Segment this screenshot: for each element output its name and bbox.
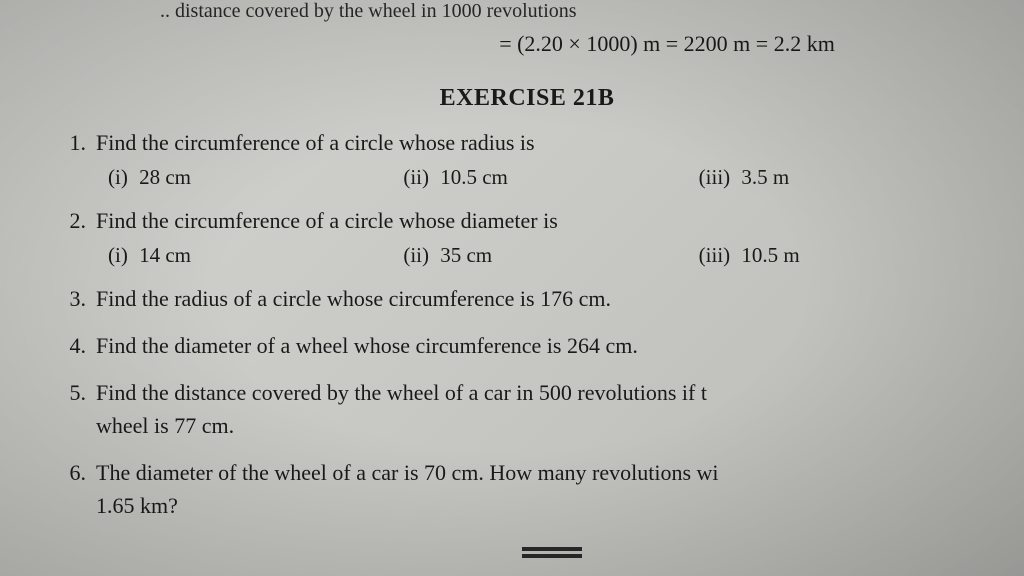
question-number: 2. <box>60 204 96 237</box>
option-label: (ii) <box>403 165 429 189</box>
question-number: 5. <box>60 376 96 409</box>
question-text: Find the diameter of a wheel whose circu… <box>96 329 994 362</box>
question-text: Find the circumference of a circle whose… <box>96 204 994 237</box>
option-label: (iii) <box>699 243 731 267</box>
textbook-page: .. distance covered by the wheel in 1000… <box>0 0 1024 556</box>
option-label: (i) <box>108 243 128 267</box>
question-1: 1. Find the circumference of a circle wh… <box>60 126 994 190</box>
option-i: (i) 28 cm <box>108 165 403 190</box>
option-value: 28 cm <box>139 165 191 189</box>
question-3: 3. Find the radius of a circle whose cir… <box>60 282 994 315</box>
question-6: 6. The diameter of the wheel of a car is… <box>60 456 994 522</box>
question-text: The diameter of the wheel of a car is 70… <box>96 456 994 489</box>
question-text: Find the circumference of a circle whose… <box>96 126 994 159</box>
question-5: 5. Find the distance covered by the whee… <box>60 376 994 442</box>
question-continuation: wheel is 77 cm. <box>60 409 994 442</box>
question-number: 6. <box>60 456 96 489</box>
question-number: 1. <box>60 126 96 159</box>
question-continuation: 1.65 km? <box>60 489 994 522</box>
option-label: (iii) <box>699 165 731 189</box>
exercise-title: EXERCISE 21B <box>60 85 994 112</box>
option-value: 35 cm <box>440 243 492 267</box>
option-value: 14 cm <box>139 243 191 267</box>
option-ii: (ii) 10.5 cm <box>403 165 698 190</box>
question-2: 2. Find the circumference of a circle wh… <box>60 204 994 268</box>
equation-line: = (2.20 × 1000) m = 2200 m = 2.2 km <box>60 31 994 57</box>
option-value: 10.5 m <box>741 243 799 267</box>
question-text: Find the radius of a circle whose circum… <box>96 282 994 315</box>
question-1-options: (i) 28 cm (ii) 10.5 cm (iii) 3.5 m <box>60 165 994 190</box>
option-iii: (iii) 3.5 m <box>699 165 994 190</box>
question-number: 4. <box>60 329 96 362</box>
option-label: (ii) <box>403 243 429 267</box>
partial-previous-line: .. distance covered by the wheel in 1000… <box>60 0 994 23</box>
question-number: 3. <box>60 282 96 315</box>
option-ii: (ii) 35 cm <box>403 243 698 268</box>
question-text: Find the distance covered by the wheel o… <box>96 376 994 409</box>
option-iii: (iii) 10.5 m <box>699 243 994 268</box>
option-label: (i) <box>108 165 128 189</box>
option-i: (i) 14 cm <box>108 243 403 268</box>
section-divider-icon <box>522 547 582 558</box>
option-value: 10.5 cm <box>440 165 508 189</box>
option-value: 3.5 m <box>741 165 789 189</box>
question-4: 4. Find the diameter of a wheel whose ci… <box>60 329 994 362</box>
question-2-options: (i) 14 cm (ii) 35 cm (iii) 10.5 m <box>60 243 994 268</box>
